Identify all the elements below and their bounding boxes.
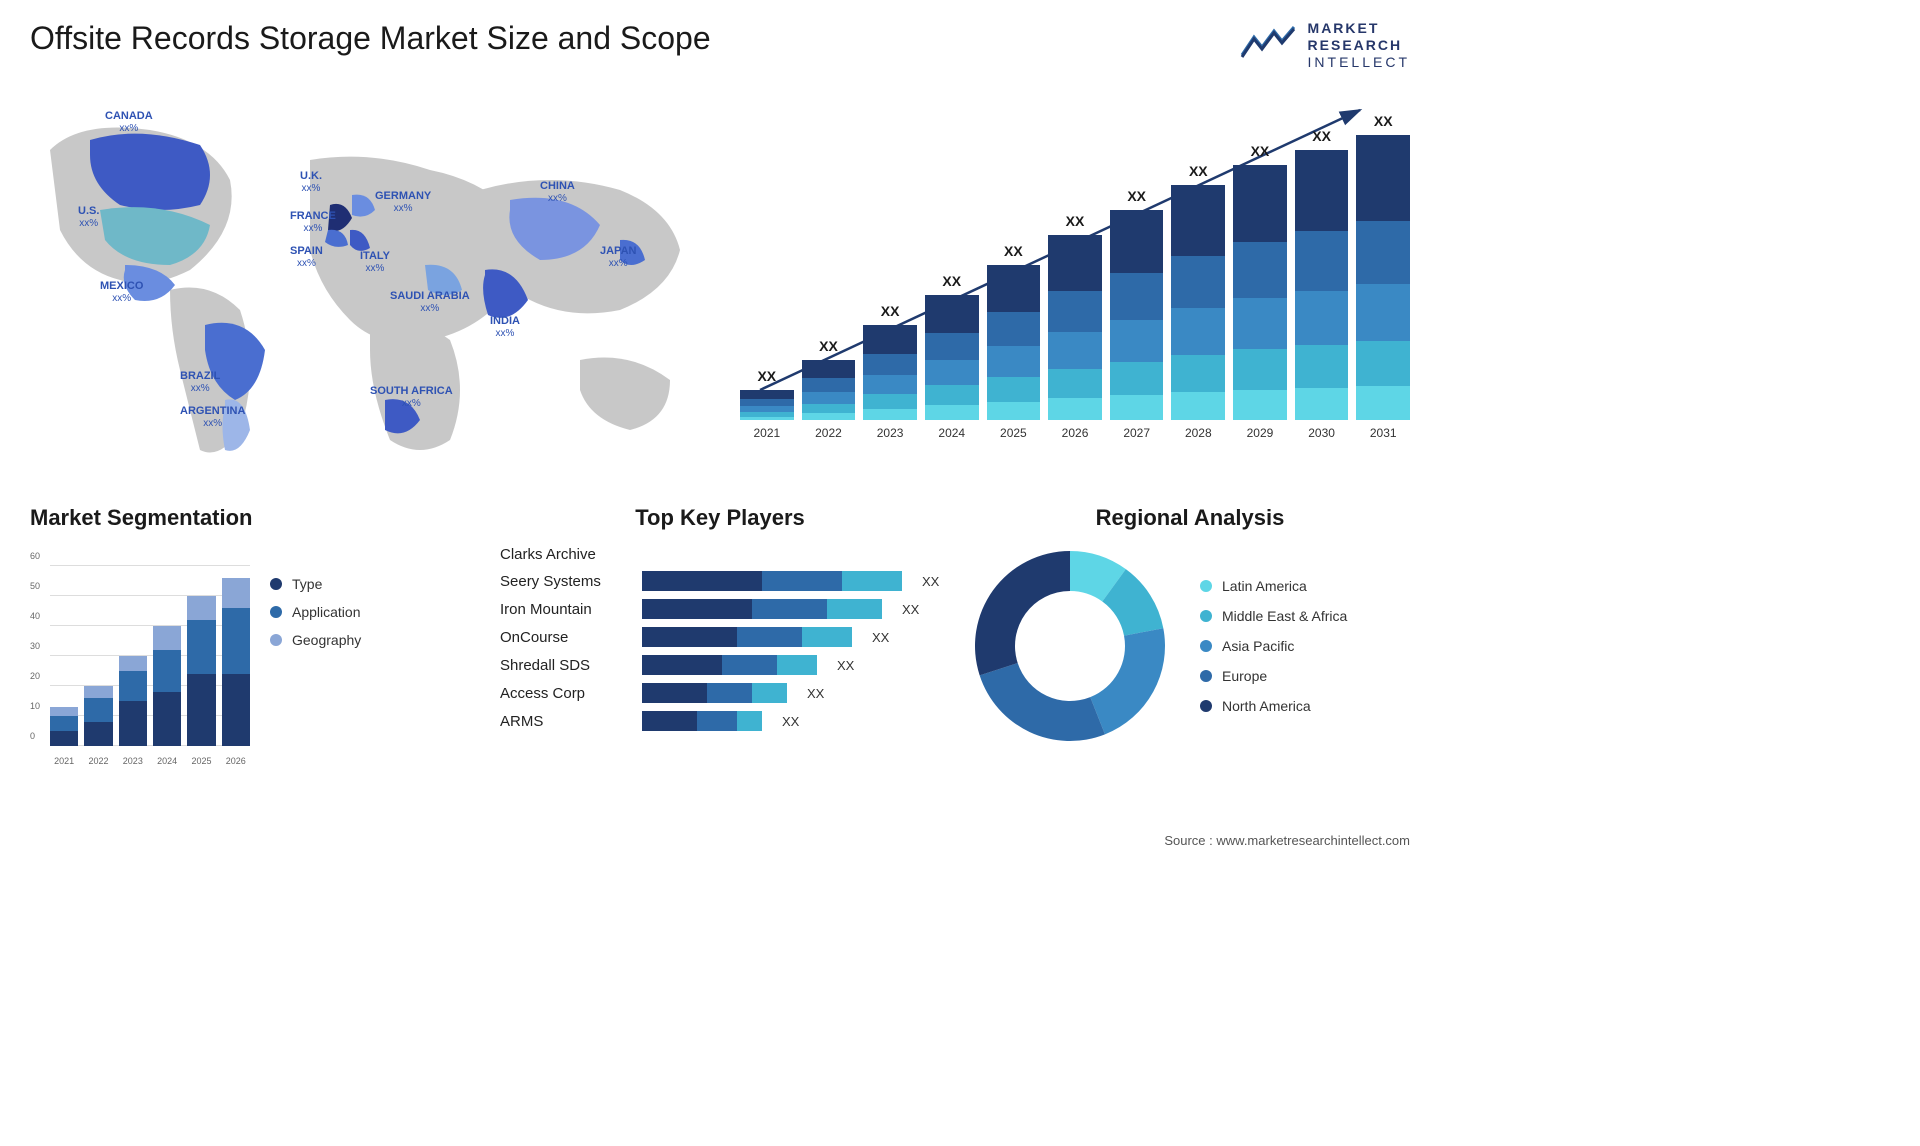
- regional-section: Regional Analysis Latin America Middle Ea…: [970, 505, 1410, 766]
- growth-bar: XX2028: [1171, 163, 1225, 440]
- map-label: BRAZILxx%: [180, 370, 220, 394]
- growth-chart: XX2021XX2022XX2023XX2024XX2025XX2026XX20…: [740, 90, 1410, 470]
- map-label: JAPANxx%: [600, 245, 636, 269]
- seg-bar: [187, 596, 215, 746]
- map-label: MEXICOxx%: [100, 280, 143, 304]
- donut-slice: [975, 551, 1070, 675]
- legend-item: Application: [270, 604, 361, 620]
- growth-bar: XX2022: [802, 338, 856, 440]
- growth-bar: XX2021: [740, 368, 794, 440]
- players-title: Top Key Players: [500, 505, 940, 531]
- legend-item: Middle East & Africa: [1200, 608, 1347, 624]
- donut-chart: [970, 546, 1170, 746]
- map-label: GERMANYxx%: [375, 190, 431, 214]
- map-label: INDIAxx%: [490, 315, 520, 339]
- donut-slice: [1090, 629, 1165, 735]
- legend-item: North America: [1200, 698, 1347, 714]
- map-label: ITALYxx%: [360, 250, 390, 274]
- logo-text: MARKET RESEARCH INTELLECT: [1308, 20, 1410, 70]
- logo-icon: [1240, 25, 1296, 66]
- growth-bar: XX2030: [1295, 128, 1349, 440]
- growth-bar: XX2031: [1356, 113, 1410, 440]
- legend-item: Type: [270, 576, 361, 592]
- player-row: Iron MountainXX: [500, 599, 940, 619]
- segmentation-legend: Type Application Geography: [270, 546, 361, 766]
- growth-bar: XX2029: [1233, 143, 1287, 440]
- map-label: SAUDI ARABIAxx%: [390, 290, 470, 314]
- player-row: Seery SystemsXX: [500, 571, 940, 591]
- page-title: Offsite Records Storage Market Size and …: [30, 20, 711, 57]
- legend-item: Geography: [270, 632, 361, 648]
- legend-item: Latin America: [1200, 578, 1347, 594]
- seg-bar: [119, 656, 147, 746]
- seg-bar: [84, 686, 112, 746]
- seg-bar: [153, 626, 181, 746]
- player-row: OnCourseXX: [500, 627, 940, 647]
- seg-bar: [222, 578, 250, 746]
- players-list: Clarks Archive Seery SystemsXX Iron Mounta…: [500, 546, 940, 731]
- growth-bar: XX2024: [925, 273, 979, 440]
- segmentation-chart: 0102030405060 202120222023202420252026: [30, 546, 250, 766]
- map-label: CHINAxx%: [540, 180, 575, 204]
- map-label: SPAINxx%: [290, 245, 323, 269]
- growth-bar: XX2025: [987, 243, 1041, 440]
- seg-bar: [50, 707, 78, 746]
- segmentation-section: Market Segmentation 0102030405060 202120…: [30, 505, 470, 766]
- player-row: ARMSXX: [500, 711, 940, 731]
- header: Offsite Records Storage Market Size and …: [30, 20, 1410, 70]
- growth-bar: XX2023: [863, 303, 917, 440]
- legend-item: Asia Pacific: [1200, 638, 1347, 654]
- map-label: SOUTH AFRICAxx%: [370, 385, 453, 409]
- legend-item: Europe: [1200, 668, 1347, 684]
- regional-title: Regional Analysis: [970, 505, 1410, 531]
- map-label: CANADAxx%: [105, 110, 153, 134]
- map-label: U.S.xx%: [78, 205, 99, 229]
- source-text: Source : www.marketresearchintellect.com: [1164, 833, 1410, 848]
- logo: MARKET RESEARCH INTELLECT: [1240, 20, 1410, 70]
- player-row: Clarks Archive: [500, 546, 940, 563]
- map-label: ARGENTINAxx%: [180, 405, 245, 429]
- world-map: CANADAxx% U.S.xx% MEXICOxx% BRAZILxx% ARGENT…: [30, 90, 710, 475]
- player-row: Access CorpXX: [500, 683, 940, 703]
- growth-bar: XX2026: [1048, 213, 1102, 440]
- regional-legend: Latin America Middle East & Africa Asia Pa…: [1200, 578, 1347, 714]
- map-label: U.K.xx%: [300, 170, 322, 194]
- map-label: FRANCExx%: [290, 210, 336, 234]
- growth-bar: XX2027: [1110, 188, 1164, 440]
- segmentation-title: Market Segmentation: [30, 505, 470, 531]
- player-row: Shredall SDSXX: [500, 655, 940, 675]
- players-section: Top Key Players Clarks Archive Seery Syst…: [500, 505, 940, 766]
- donut-slice: [980, 663, 1105, 741]
